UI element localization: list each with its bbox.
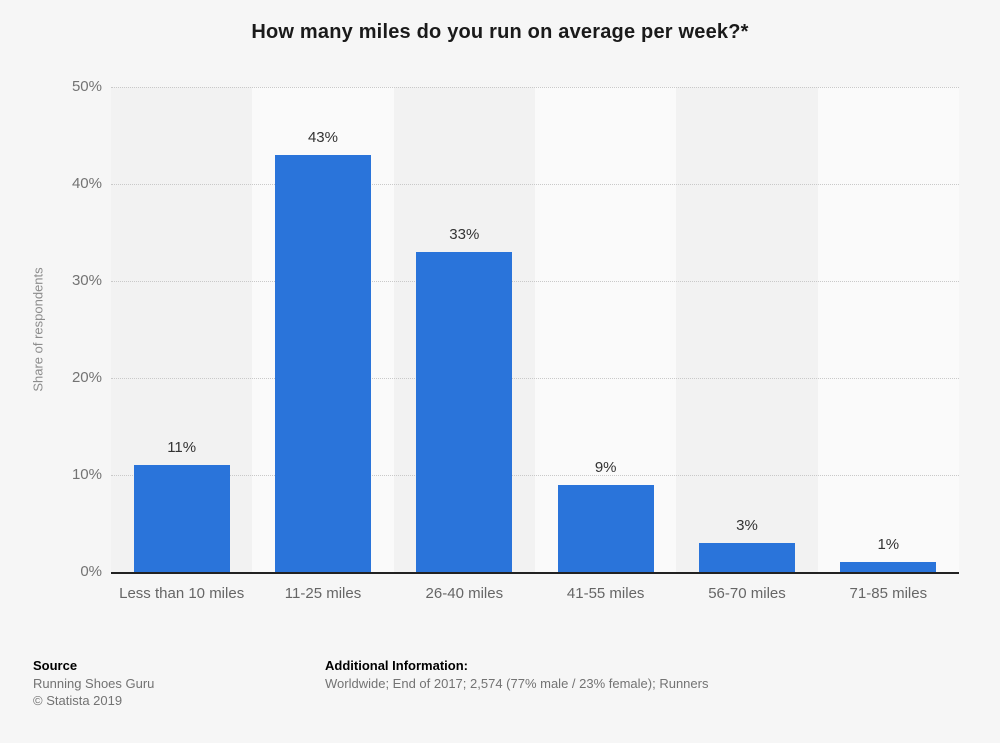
x-axis-category-label: 11-25 miles [284, 585, 362, 602]
additional-information-text: Worldwide; End of 2017; 2,574 (77% male … [325, 676, 709, 691]
bar-value-label: 9% [594, 459, 617, 476]
y-axis-tick-label: 40% [71, 175, 102, 192]
y-axis-title: Share of respondents [30, 267, 46, 392]
bar-value-label: 43% [307, 129, 338, 146]
bar-value-label: 33% [449, 226, 480, 243]
y-axis-tick-label: 50% [71, 78, 102, 95]
gridline [111, 87, 959, 88]
x-axis-category-label: 41-55 miles [566, 585, 645, 602]
y-axis-tick-label: 10% [71, 466, 102, 483]
bar-26-40-miles [416, 252, 513, 572]
bar-41-55-miles [557, 485, 654, 572]
additional-information-heading: Additional Information: [325, 658, 468, 673]
bar-56-70-miles [699, 543, 795, 572]
y-axis-tick-label: 30% [71, 272, 102, 289]
category-band [817, 87, 959, 572]
gridline [111, 281, 959, 282]
source-heading: Source [33, 658, 78, 673]
y-axis-tick-label: 0% [80, 563, 102, 580]
bar-value-label: 11% [167, 439, 197, 456]
source-name: Running Shoes Guru [33, 676, 155, 691]
statista-copyright: © Statista 2019 [33, 693, 123, 708]
x-axis-category-label: Less than 10 miles [119, 585, 245, 602]
y-axis-tick-label: 20% [71, 369, 102, 386]
bar-value-label: 1% [877, 536, 900, 553]
category-band [676, 87, 818, 572]
x-axis-category-label: 26-40 miles [425, 585, 504, 602]
x-axis-category-label: 71-85 miles [849, 585, 928, 602]
bar-value-label: 3% [736, 517, 758, 534]
x-axis-category-label: 56-70 miles [708, 585, 786, 602]
bar-less-than-10-miles [133, 465, 230, 572]
bar-71-85-miles [840, 562, 937, 572]
gridline [111, 184, 959, 185]
gridline [111, 475, 959, 476]
bar-11-25-miles [275, 155, 371, 572]
x-axis-line [111, 572, 959, 574]
gridline [111, 378, 959, 379]
chart-title: How many miles do you run on average per… [251, 21, 749, 43]
